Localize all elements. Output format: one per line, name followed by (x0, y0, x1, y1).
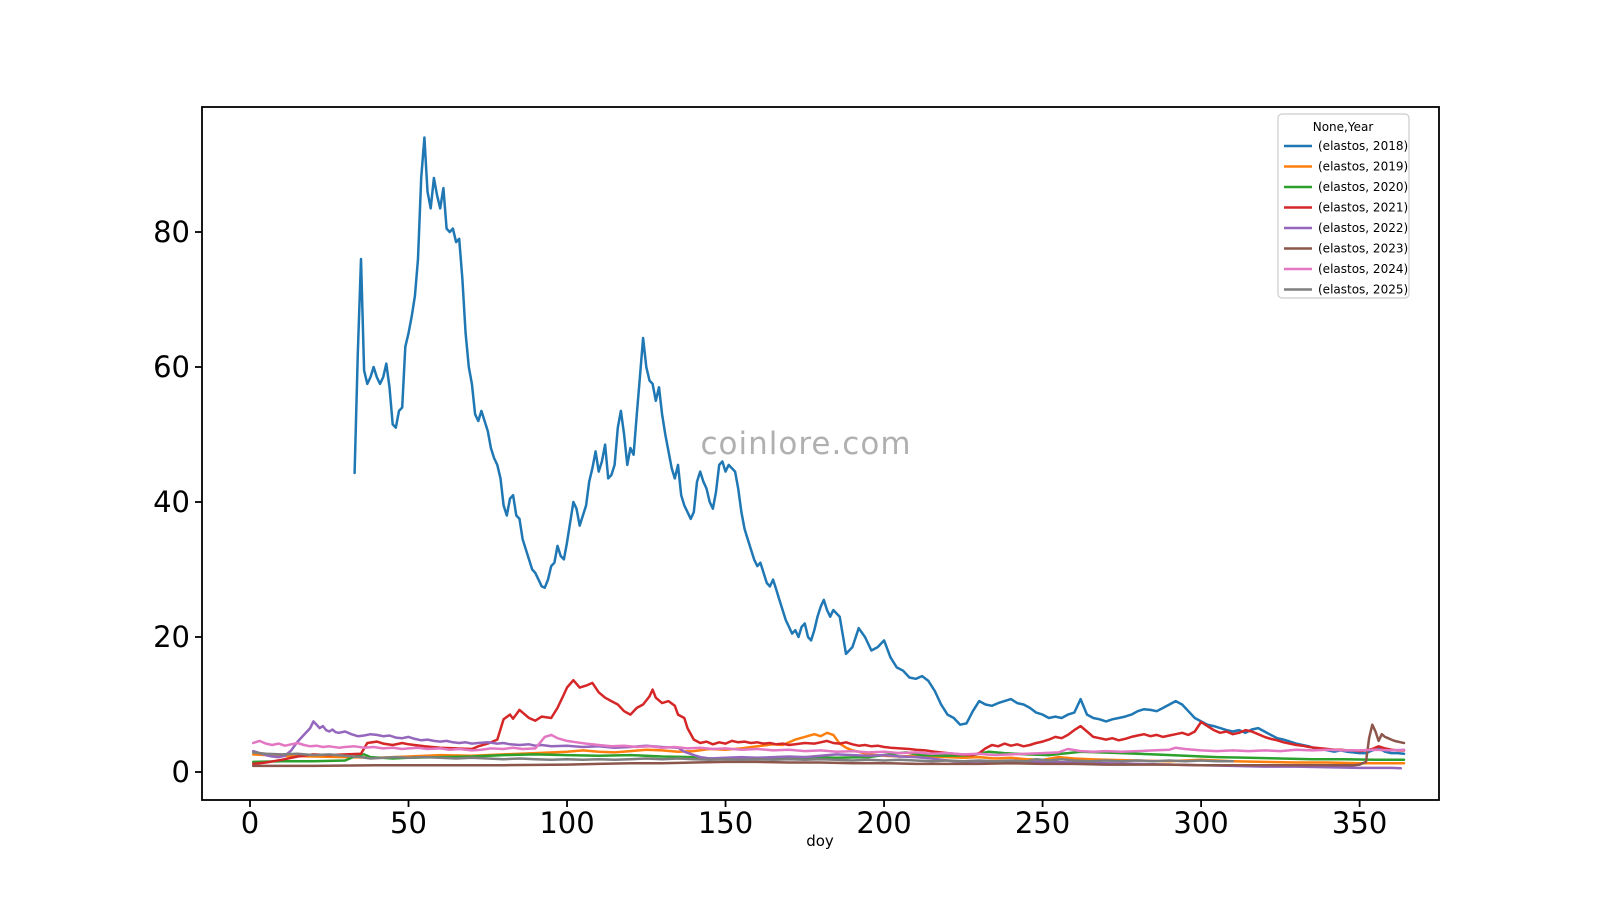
legend-label-2019: (elastos, 2019) (1318, 160, 1408, 174)
y-tick-label: 0 (172, 755, 190, 789)
legend-items: (elastos, 2018) (elastos, 2019) (elastos, … (1284, 139, 1408, 297)
legend-title: None,Year (1313, 120, 1374, 134)
legend-label-2023: (elastos, 2023) (1318, 242, 1408, 256)
x-tick-label: 100 (539, 806, 594, 840)
series-line-2023 (251, 723, 1406, 768)
x-axis-label: doy (806, 832, 834, 850)
ticks-layer: 0 50 100 150 200 250 300 350 0 20 40 60 80 (153, 215, 1387, 840)
legend-label-2022: (elastos, 2022) (1318, 221, 1408, 235)
series-layer (251, 136, 1406, 770)
x-tick-label: 0 (241, 806, 259, 840)
x-tick-label: 250 (1015, 806, 1070, 840)
legend-label-2018: (elastos, 2018) (1318, 139, 1408, 153)
series-line-2024 (251, 733, 1406, 757)
legend-label-2021: (elastos, 2021) (1318, 201, 1408, 215)
y-tick-label: 40 (153, 485, 190, 519)
watermark: coinlore.com (700, 426, 911, 462)
legend-box (1277, 113, 1410, 299)
chart-legend: None,Year (elastos, 2018) (elastos, 2019)… (1277, 113, 1410, 299)
series-line-2021 (251, 678, 1406, 766)
x-tick-label: 50 (390, 806, 427, 840)
legend-label-2020: (elastos, 2020) (1318, 180, 1408, 194)
y-tick-label: 60 (153, 350, 190, 384)
x-tick-label: 150 (698, 806, 753, 840)
legend-label-2025: (elastos, 2025) (1318, 283, 1408, 297)
legend-label-2024: (elastos, 2024) (1318, 262, 1408, 276)
x-tick-label: 350 (1332, 806, 1387, 840)
series-line-2025 (251, 751, 1235, 763)
x-tick-label: 300 (1173, 806, 1228, 840)
y-tick-label: 80 (153, 215, 190, 249)
x-tick-label: 200 (856, 806, 911, 840)
series-line-2018 (353, 136, 1406, 756)
y-tick-label: 20 (153, 620, 190, 654)
plot-border (201, 106, 1440, 801)
